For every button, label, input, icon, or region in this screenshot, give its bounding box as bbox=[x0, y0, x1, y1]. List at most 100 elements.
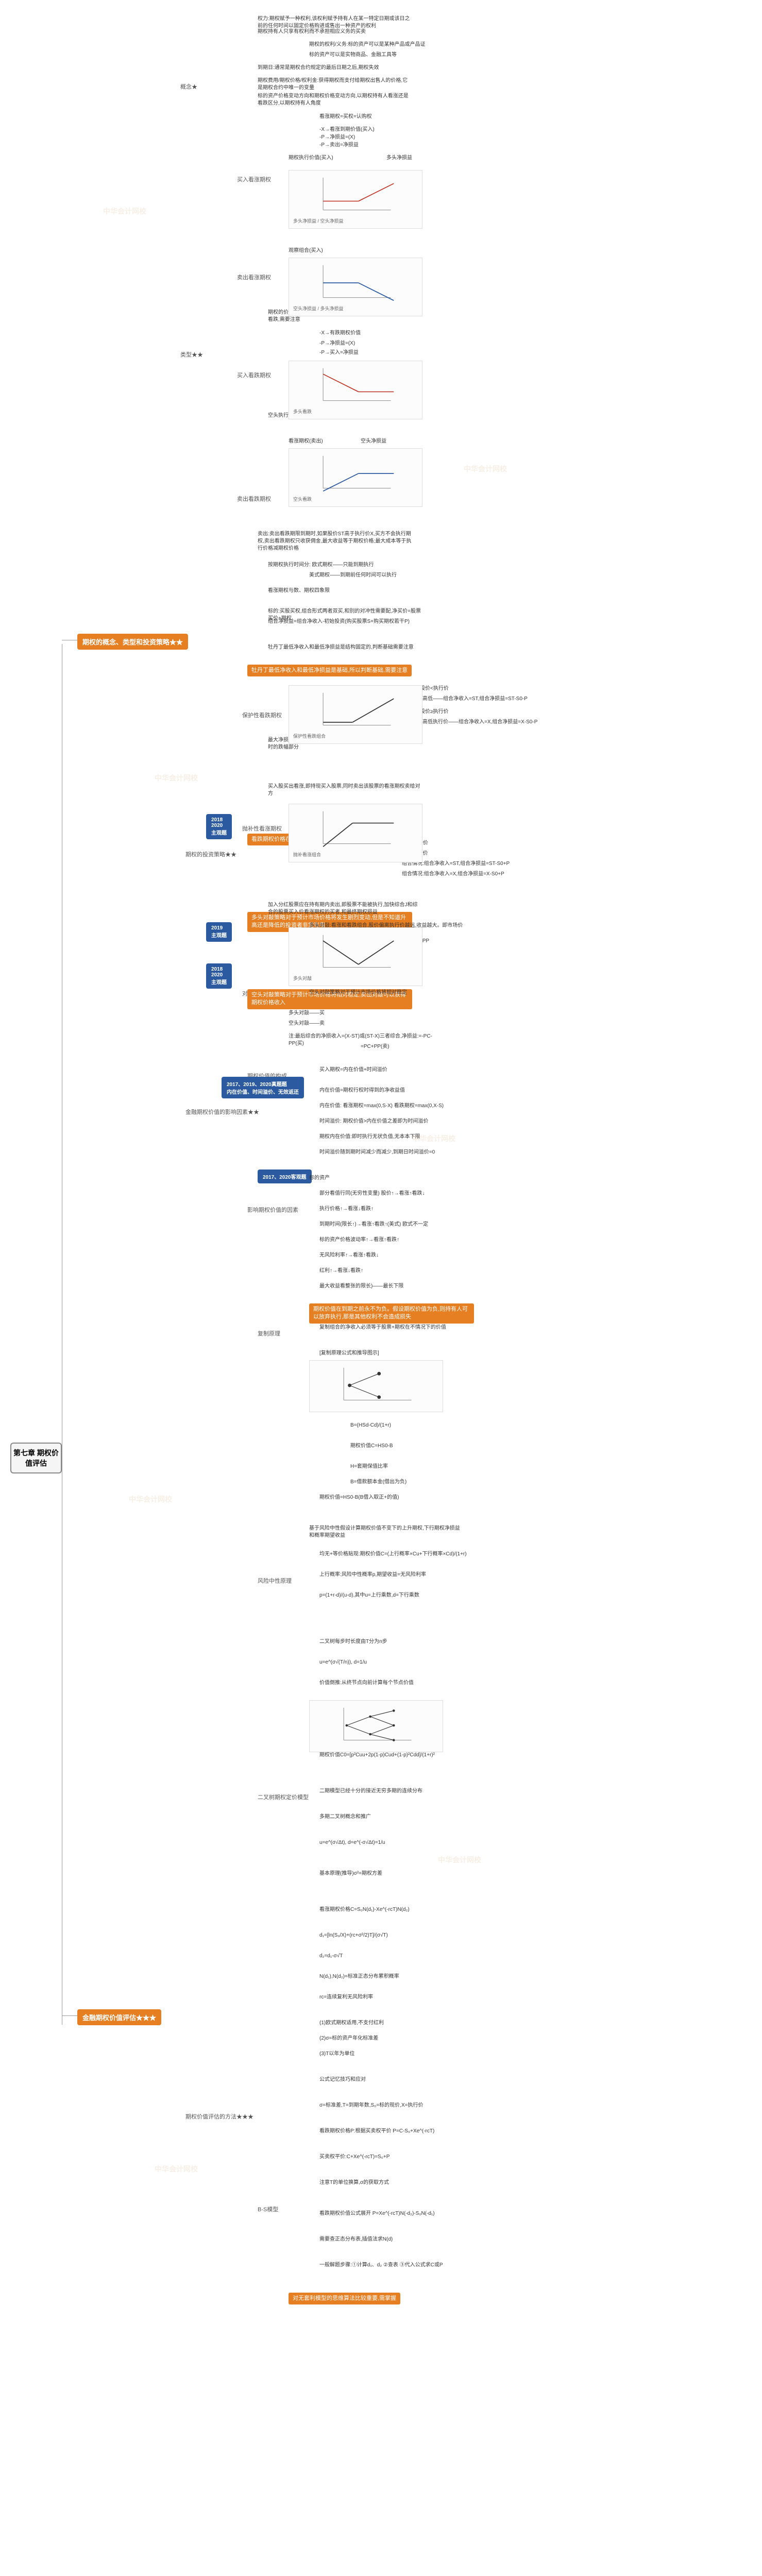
leaf-50: 空头对敲策略对于预计市场价格将相对稳定 bbox=[309, 989, 407, 996]
leaf-20: -P→买入=净损益 bbox=[319, 349, 359, 357]
leaf-91: d₁=[ln(S₀/X)+(rc+σ²/2)T]/(σ√T) bbox=[319, 1932, 388, 1939]
sub-node-10: 金融期权价值的影响因素★★ bbox=[185, 1108, 259, 1116]
leaf-11: 期权执行价值(买入) bbox=[289, 155, 333, 162]
leaf-10: -P→卖出=净损益 bbox=[319, 142, 359, 149]
leaf-101: 买卖权平价:C+Xe^(-rcT)=S₀+P bbox=[319, 2154, 390, 2161]
highlight-4: 期权价值在到期之前永不为负。假设期权价值为负,则持有人可以放弃执行,那是其他权利… bbox=[309, 1303, 474, 1324]
chart-5: 抛补看涨组合 bbox=[289, 804, 422, 862]
leaf-34: 牡丹丁最低净收入和最低净损益是结构固定的,判断基础需要注意 bbox=[268, 644, 414, 651]
leaf-28: 卖出:卖出看跌期限到期时,如果股价ST高于执行价X,买方不会执行期权,卖出看跌期… bbox=[258, 531, 412, 552]
leaf-63: 执行价格↑→看涨↓看跌↑ bbox=[319, 1206, 374, 1213]
chart-6: 多头对敲 bbox=[289, 927, 422, 986]
leaf-88: u=e^(σ√Δt), d=e^(-σ√Δt)=1/u bbox=[319, 1839, 385, 1846]
sub-node-8: 抛补性看涨期权 bbox=[242, 824, 282, 833]
leaf-93: N(d₁),N(d₂)=标准正态分布累积概率 bbox=[319, 1973, 399, 1980]
leaf-78: 均无+等价格贴现:期权价值C=(上行概率×Cu+下行概率×Cd)/(1+r) bbox=[319, 1551, 467, 1558]
leaf-68: 最大收益看整张的限长)——最长下限 bbox=[319, 1283, 403, 1290]
leaf-79: 上行概率:风险中性概率p,期望收益=无风险利率 bbox=[319, 1571, 426, 1579]
leaf-80: p=(1+r-d)/(u-d),其中u=上行乘数,d=下行乘数 bbox=[319, 1592, 419, 1599]
leaf-94: rc=连续复利无风险利率 bbox=[319, 1994, 373, 2001]
chart-3: 空头看跌 bbox=[289, 448, 422, 507]
leaf-18: -X→有跌期权价值 bbox=[319, 330, 361, 337]
leaf-51: 多头对敲——买 bbox=[289, 1010, 325, 1017]
watermark-5: 中华会计网校 bbox=[438, 1855, 481, 1865]
leaf-81: 二叉树每步时长度由T分为n步 bbox=[319, 1638, 387, 1646]
chart-2: 多头看跌 bbox=[289, 361, 422, 419]
chart-1: 空头净损益 / 多头净损益 bbox=[289, 258, 422, 316]
main-branch-1: 金融期权价值评估★★★ bbox=[77, 2009, 161, 2025]
leaf-85: 期权价值C0=[p²Cuu+2p(1-p)Cud+(1-p)²Cdd]/(1+r… bbox=[319, 1752, 435, 1759]
leaf-8: -X→看涨到期价值(买入) bbox=[319, 126, 375, 133]
sub-node-1: 类型★★ bbox=[180, 350, 203, 359]
leaf-56: 内在价值=期权行权时得到的净收益值 bbox=[319, 1087, 405, 1094]
leaf-19: -P→净损益=(X) bbox=[319, 340, 355, 347]
leaf-25: 看涨期权(卖出) bbox=[289, 438, 323, 445]
leaf-104: 需要查正态分布表,插值法求N(d) bbox=[319, 2236, 393, 2243]
leaf-72: B=​(HSd-Cd)/(1+r)​ bbox=[350, 1422, 391, 1429]
leaf-15: 观察组合(买入) bbox=[289, 247, 323, 255]
leaf-69: 复制组合的净收入必须等于股票+期权在不情况下的价值 bbox=[319, 1324, 446, 1331]
leaf-29: 按期权执行时间分: 欧式期权——只能到期执行 bbox=[268, 562, 374, 569]
year-tag-3: 2017、2019、2020真题题 内在价值、时间溢价、无效返还 bbox=[222, 1077, 304, 1098]
leaf-67: 红利↑→看涨↓看跌↑ bbox=[319, 1267, 363, 1275]
leaf-89: 基本原理(推导)σ²=期权方差 bbox=[319, 1870, 382, 1877]
leaf-77: 基于风险中性假设计算期权价值不变下的上升期权,下行期权净损益和概率期望收益 bbox=[309, 1525, 464, 1539]
leaf-6: 标的资产价格变动方向和期权价格变动方向,以期权持有人看涨还是看跌区分,以期权持有… bbox=[258, 93, 412, 107]
leaf-73: 期权价值C=HS0-B bbox=[350, 1443, 393, 1450]
leaf-76: 期权价值=HS0-B(B借入取正+的值) bbox=[319, 1494, 399, 1501]
sub-node-4: 买入看跌期权 bbox=[237, 371, 271, 379]
leaf-87: 多期二叉树概念和推广 bbox=[319, 1814, 371, 1821]
leaf-5: 期权费用/期权价格/权利金:获得期权而支付给期权出售人的价格,它是期权合约中唯一… bbox=[258, 77, 412, 92]
leaf-102: 注意T的单位换算,σ的获取方式 bbox=[319, 2179, 389, 2187]
leaf-99: σ=标准差,T=到期年数,S₀=标的现价,X=执行价 bbox=[319, 2102, 423, 2109]
year-tag-4: 2017、2020客观题 bbox=[258, 1170, 312, 1183]
leaf-12: 多头净损益 bbox=[386, 155, 412, 162]
sub-node-16: 二叉树期权定价模型 bbox=[258, 1793, 309, 1801]
leaf-61: 标的资产 bbox=[309, 1175, 330, 1182]
sub-node-7: 保护性看跌期权 bbox=[242, 711, 282, 719]
sub-node-3: 卖出看涨期权 bbox=[237, 273, 271, 281]
leaf-33: 组合净损益=组合净收入-初始投资(购买股票S+购买期权若干P) bbox=[268, 618, 410, 625]
sub-node-5: 卖出看跌期权 bbox=[237, 495, 271, 503]
sub-node-17: B-S模型 bbox=[258, 2205, 278, 2213]
sub-node-15: 风险中性原理 bbox=[258, 1577, 292, 1585]
leaf-30: 美式期权——到期前任何时间可以执行 bbox=[309, 572, 397, 579]
leaf-86: 二期模型已经十分的接近无穷多期的连续分布 bbox=[319, 1788, 422, 1795]
leaf-1: 期权持有人只享有权利而不承担相应义务的买卖 bbox=[258, 28, 366, 36]
leaf-66: 无风险利率↑→看涨↑看跌↓ bbox=[319, 1252, 379, 1259]
leaf-75: B=借款额本金(借出为负) bbox=[350, 1479, 407, 1486]
root-title: 第七章 期权价值评估 bbox=[11, 1448, 61, 1468]
leaf-54: =PC+PP(卖) bbox=[361, 1043, 390, 1050]
highlight-5: 对无套利模型的思维算法比较重要,需掌握 bbox=[289, 2293, 400, 2304]
watermark-0: 中华会计网校 bbox=[103, 206, 146, 216]
watermark-1: 中华会计网校 bbox=[464, 464, 507, 474]
sub-node-12: 影响期权价值的因素 bbox=[247, 1206, 298, 1214]
chart-8 bbox=[309, 1700, 443, 1752]
leaf-60: 时间溢价随到期时间减少而减少,到期日时间溢价=0 bbox=[319, 1149, 435, 1156]
leaf-74: H=套期保值比率 bbox=[350, 1463, 388, 1470]
leaf-0: 权力:期权赋予一种权利,该权利赋予持有人在某一特定日期或该日之前的任何时间以固定… bbox=[258, 15, 412, 30]
leaf-36: 股价高低——组合净收入=ST,组合净损益=ST-S0-P bbox=[412, 696, 528, 703]
chart-0: 多头净损益 / 空头净损益 bbox=[289, 170, 422, 229]
main-branch-0: 期权的概念、类型和投资策略★★ bbox=[77, 634, 188, 650]
leaf-26: 空头净损益 bbox=[361, 438, 386, 445]
leaf-2: 期权的权利/义务:标的资产可以是某种产品或产品证 bbox=[309, 41, 426, 48]
leaf-59: 期权内在价值:即时执行无状负值,无本本下限 bbox=[319, 1133, 420, 1141]
leaf-31: 看涨期权与数、期权四象限 bbox=[268, 587, 330, 595]
leaf-92: d₂=d₁-σ√T bbox=[319, 1953, 343, 1960]
sub-node-13: 期权价值评估的方法★★★ bbox=[185, 2112, 253, 2121]
leaf-7: 看涨期权=买权=认购权 bbox=[319, 113, 372, 121]
leaf-100: 看跌期权价格P:根据买卖权平价 P=C-S₀+Xe^(-rcT) bbox=[319, 2128, 434, 2135]
highlight-0: 牡丹丁最低净收入和最低净损益是基础,所以判断基础,需要注意 bbox=[247, 665, 412, 676]
watermark-2: 中华会计网校 bbox=[155, 773, 198, 783]
leaf-40: 买入股买出看涨,即持现买入股票,同时卖出该股票的看涨期权卖给对方 bbox=[268, 783, 422, 798]
leaf-83: 价值倒推:从终节点向前计算每个节点价值 bbox=[319, 1680, 414, 1687]
connector bbox=[62, 2015, 77, 2016]
chart-7 bbox=[309, 1360, 443, 1412]
mindmap-container: 第七章 期权价值评估 期权的概念、类型和投资策略★★金融期权价值评估★★★ 概念… bbox=[0, 0, 762, 2576]
leaf-3: 标的资产可以是实物商品、金融工具等 bbox=[309, 52, 397, 59]
year-tag-1: 2019 主观题 bbox=[206, 922, 232, 942]
leaf-95: (1)欧式期权适用,不支付红利 bbox=[319, 2020, 384, 2027]
sub-node-2: 买入看涨期权 bbox=[237, 175, 271, 183]
chart-4: 保护性看跌组合 bbox=[289, 685, 422, 744]
